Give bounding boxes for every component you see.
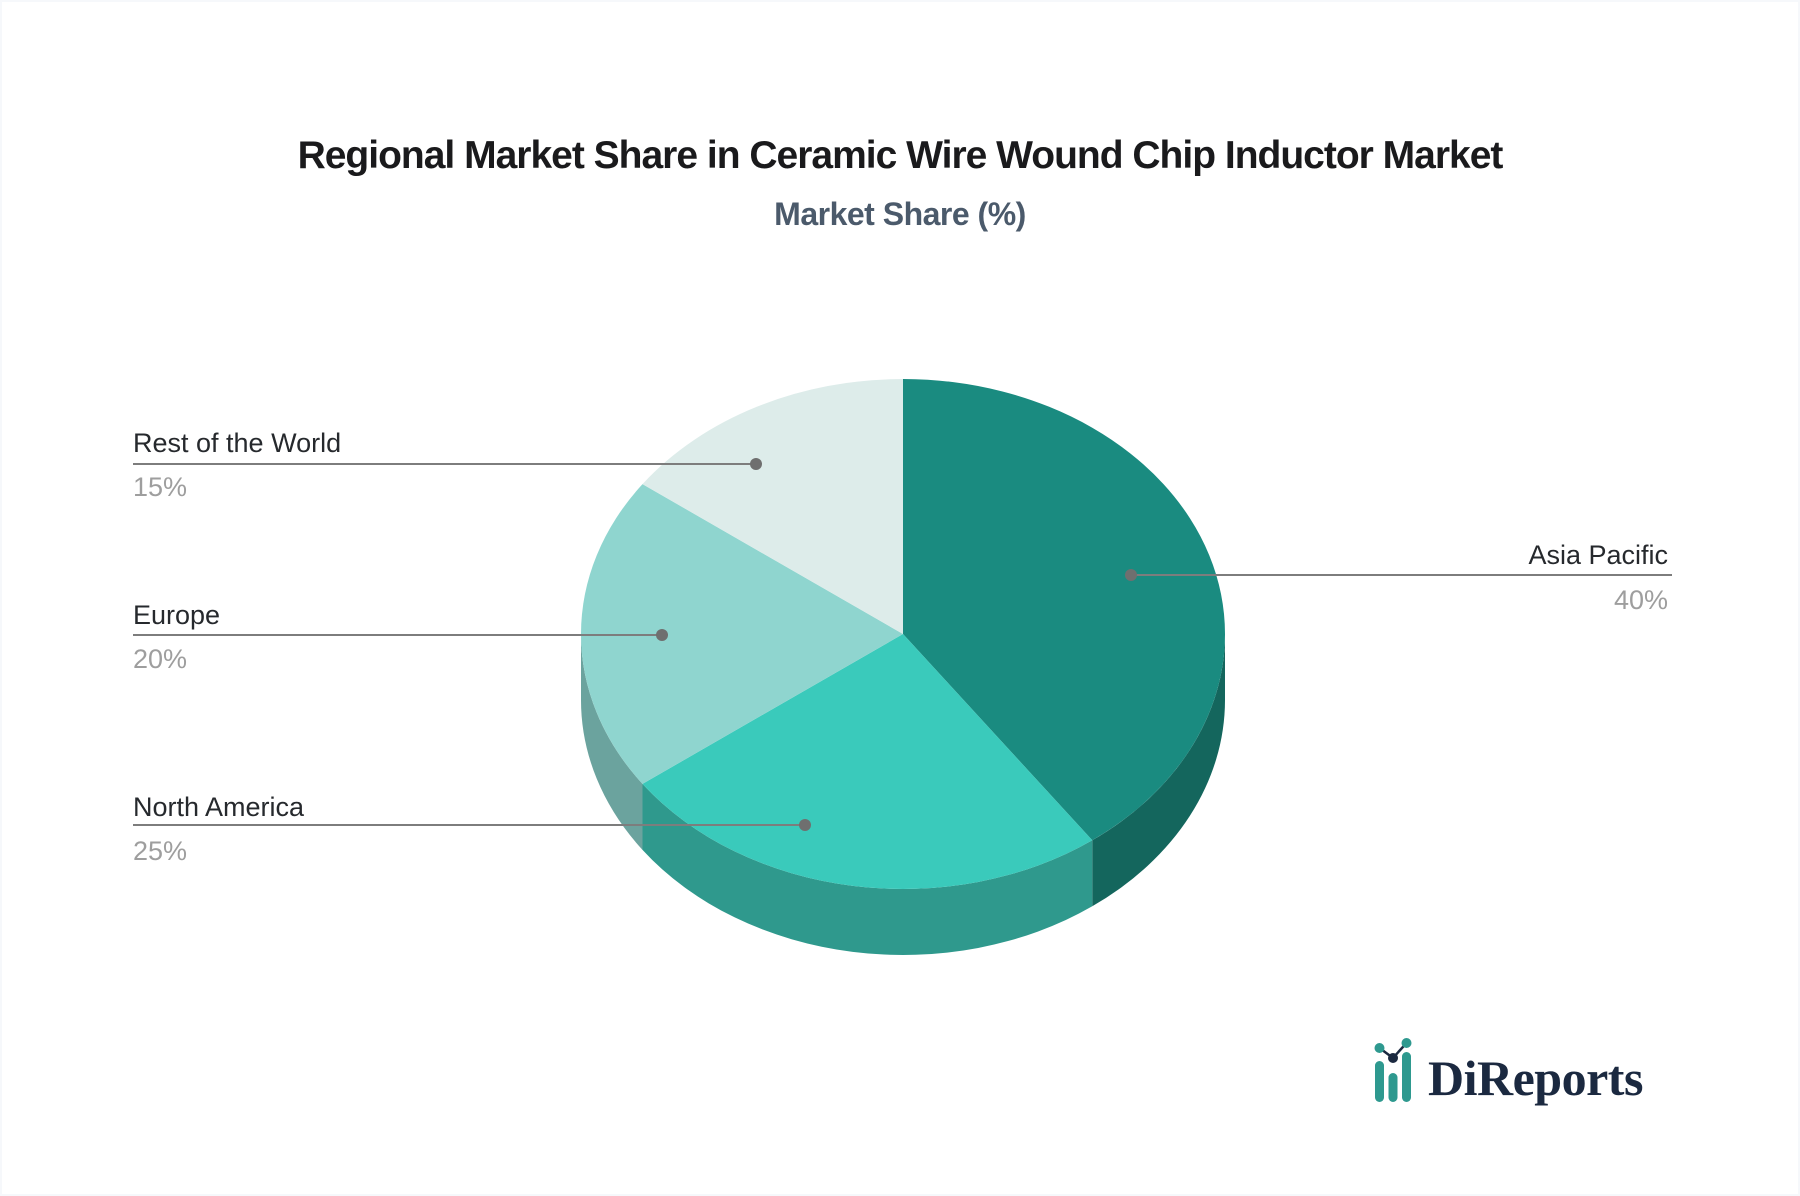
callout-pct-asia-pacific: 40% — [1613, 585, 1668, 615]
chart-title: Regional Market Share in Ceramic Wire Wo… — [297, 134, 1504, 177]
callout-pct-north-america: 25% — [133, 836, 188, 866]
chart-subtitle: Market Share (%) — [774, 196, 1026, 232]
bar-chart-with-trend-dots-icon — [1374, 1038, 1412, 1102]
callout-label-north-america: North America — [133, 792, 305, 822]
logo-text: DiReports — [1428, 1050, 1643, 1106]
callout-label-rest-of-world: Rest of the World — [133, 428, 342, 458]
direports-logo: DiReports — [1373, 1032, 1643, 1106]
callout-pct-europe: 20% — [133, 644, 188, 674]
callout-label-europe: Europe — [133, 600, 221, 630]
callout-label-asia-pacific: Asia Pacific — [1528, 540, 1668, 570]
callout-pct-rest-of-world: 15% — [133, 472, 188, 502]
